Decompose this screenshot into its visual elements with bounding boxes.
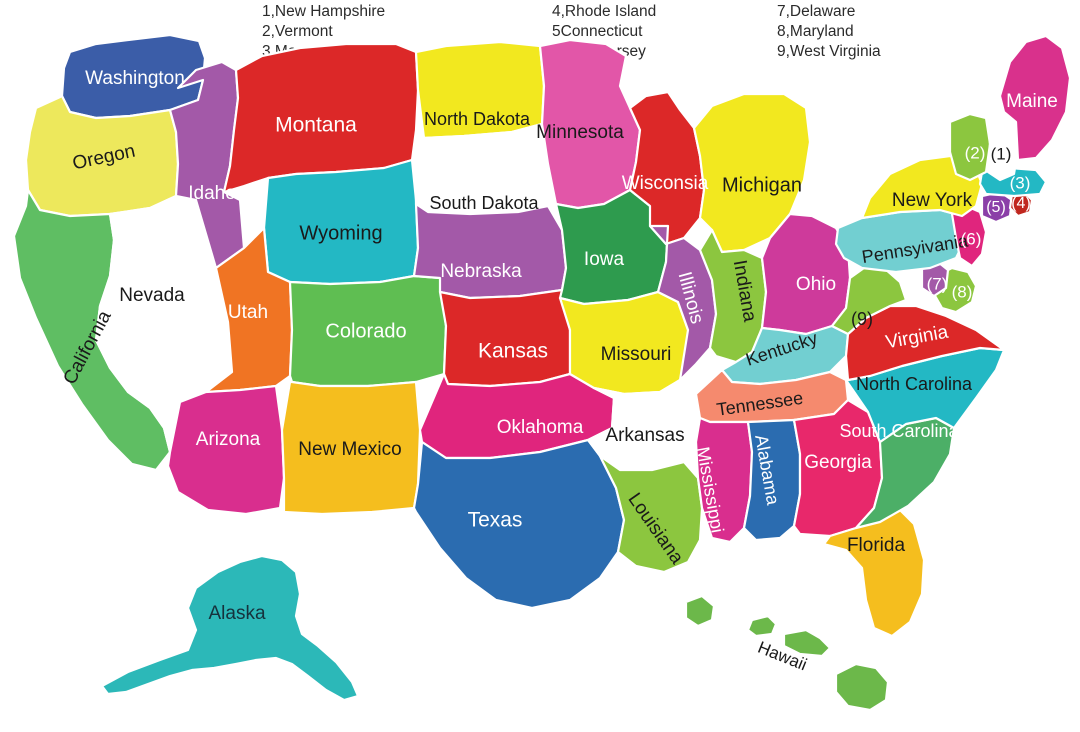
state-label-south-dakota: South Dakota <box>429 193 539 213</box>
state-shape-new-mexico[interactable] <box>280 380 422 516</box>
state-label-wyoming: Wyoming <box>299 222 382 244</box>
state-label-minnesota: Minnesota <box>536 122 624 143</box>
state-shape-kansas[interactable] <box>438 288 572 388</box>
state-shape-new-york[interactable] <box>860 154 984 220</box>
state-label-georgia: Georgia <box>804 452 872 473</box>
state-label-connecticut: (5) <box>986 199 1006 216</box>
state-label-iowa: Iowa <box>584 249 625 270</box>
state-label-north-dakota: North Dakota <box>424 109 531 129</box>
legend-item: 9,West Virginia <box>777 43 881 61</box>
state-label-vermont: (2) <box>965 143 986 162</box>
state-label-west-virginia: (9) <box>851 309 873 329</box>
state-label-wisconsin: Wisconsia <box>622 173 709 194</box>
state-label-oklahoma: Oklahoma <box>497 417 584 438</box>
state-label-washington: Washington <box>85 68 185 89</box>
state-shape-west-virginia[interactable] <box>830 266 908 336</box>
state-shape-maine[interactable] <box>998 34 1072 162</box>
legend-item: 1,New Hampshire <box>262 3 386 20</box>
state-label-massachusetts: (3) <box>1010 173 1031 192</box>
state-shape-colorado[interactable] <box>288 274 448 388</box>
legend-item: 8,Maryland <box>777 23 854 41</box>
state-shapes <box>12 33 1072 712</box>
state-shape-wisconsin[interactable] <box>628 90 706 246</box>
state-shape-missouri[interactable] <box>558 290 694 396</box>
state-shape-louisiana[interactable] <box>598 454 704 574</box>
state-label-south-carolina: South Carolina <box>839 421 959 441</box>
state-label-nevada: Nevada <box>119 285 185 306</box>
state-label-nebraska: Nebraska <box>440 261 522 282</box>
state-shape-arizona[interactable] <box>166 384 286 516</box>
state-label-new-york: New York <box>892 190 973 211</box>
state-label-arkansas: Arkansas <box>605 425 684 446</box>
state-shape-hawaii[interactable] <box>684 594 890 712</box>
state-shape-vermont[interactable] <box>948 112 992 182</box>
legend-column-3: 7,Delaware 8,Maryland 9,West Virginia <box>777 2 881 63</box>
state-label-idaho: Idaho <box>188 183 236 204</box>
state-label-arizona: Arizona <box>196 429 261 450</box>
state-label-kansas: Kansas <box>478 340 548 363</box>
state-label-florida: Florida <box>847 535 906 556</box>
legend-item: 2,Vermont <box>262 23 333 41</box>
state-label-maine: Maine <box>1006 91 1058 112</box>
state-label-michigan: Michigan <box>722 174 802 196</box>
state-label-utah: Utah <box>228 302 268 323</box>
state-label-ohio: Ohio <box>796 274 836 295</box>
state-label-rhode-island: (4) <box>1011 195 1031 212</box>
state-shape-virginia[interactable] <box>844 304 1006 382</box>
state-shape-illinois[interactable] <box>648 224 718 382</box>
state-label-new-hampshire: (1) <box>991 144 1012 163</box>
legend-item: 4,Rhode Island <box>552 3 657 20</box>
legend-item: 5Connecticut <box>552 23 643 41</box>
state-label-north-carolina: North Carolina <box>856 374 973 394</box>
state-label-missouri: Missouri <box>601 344 672 365</box>
state-label-montana: Montana <box>275 114 357 137</box>
legend-item: 7,Delaware <box>777 3 856 20</box>
state-label-texas: Texas <box>468 509 523 532</box>
state-label-new-jersey: (6) <box>961 229 982 248</box>
state-shape-alaska[interactable] <box>100 554 360 702</box>
state-label-maryland: (8) <box>952 282 973 301</box>
state-label-new-mexico: New Mexico <box>298 439 401 460</box>
state-label-alaska: Alaska <box>208 603 265 624</box>
state-label-colorado: Colorado <box>325 320 406 342</box>
state-shape-texas[interactable] <box>412 438 626 610</box>
state-label-delaware: (7) <box>927 274 948 293</box>
